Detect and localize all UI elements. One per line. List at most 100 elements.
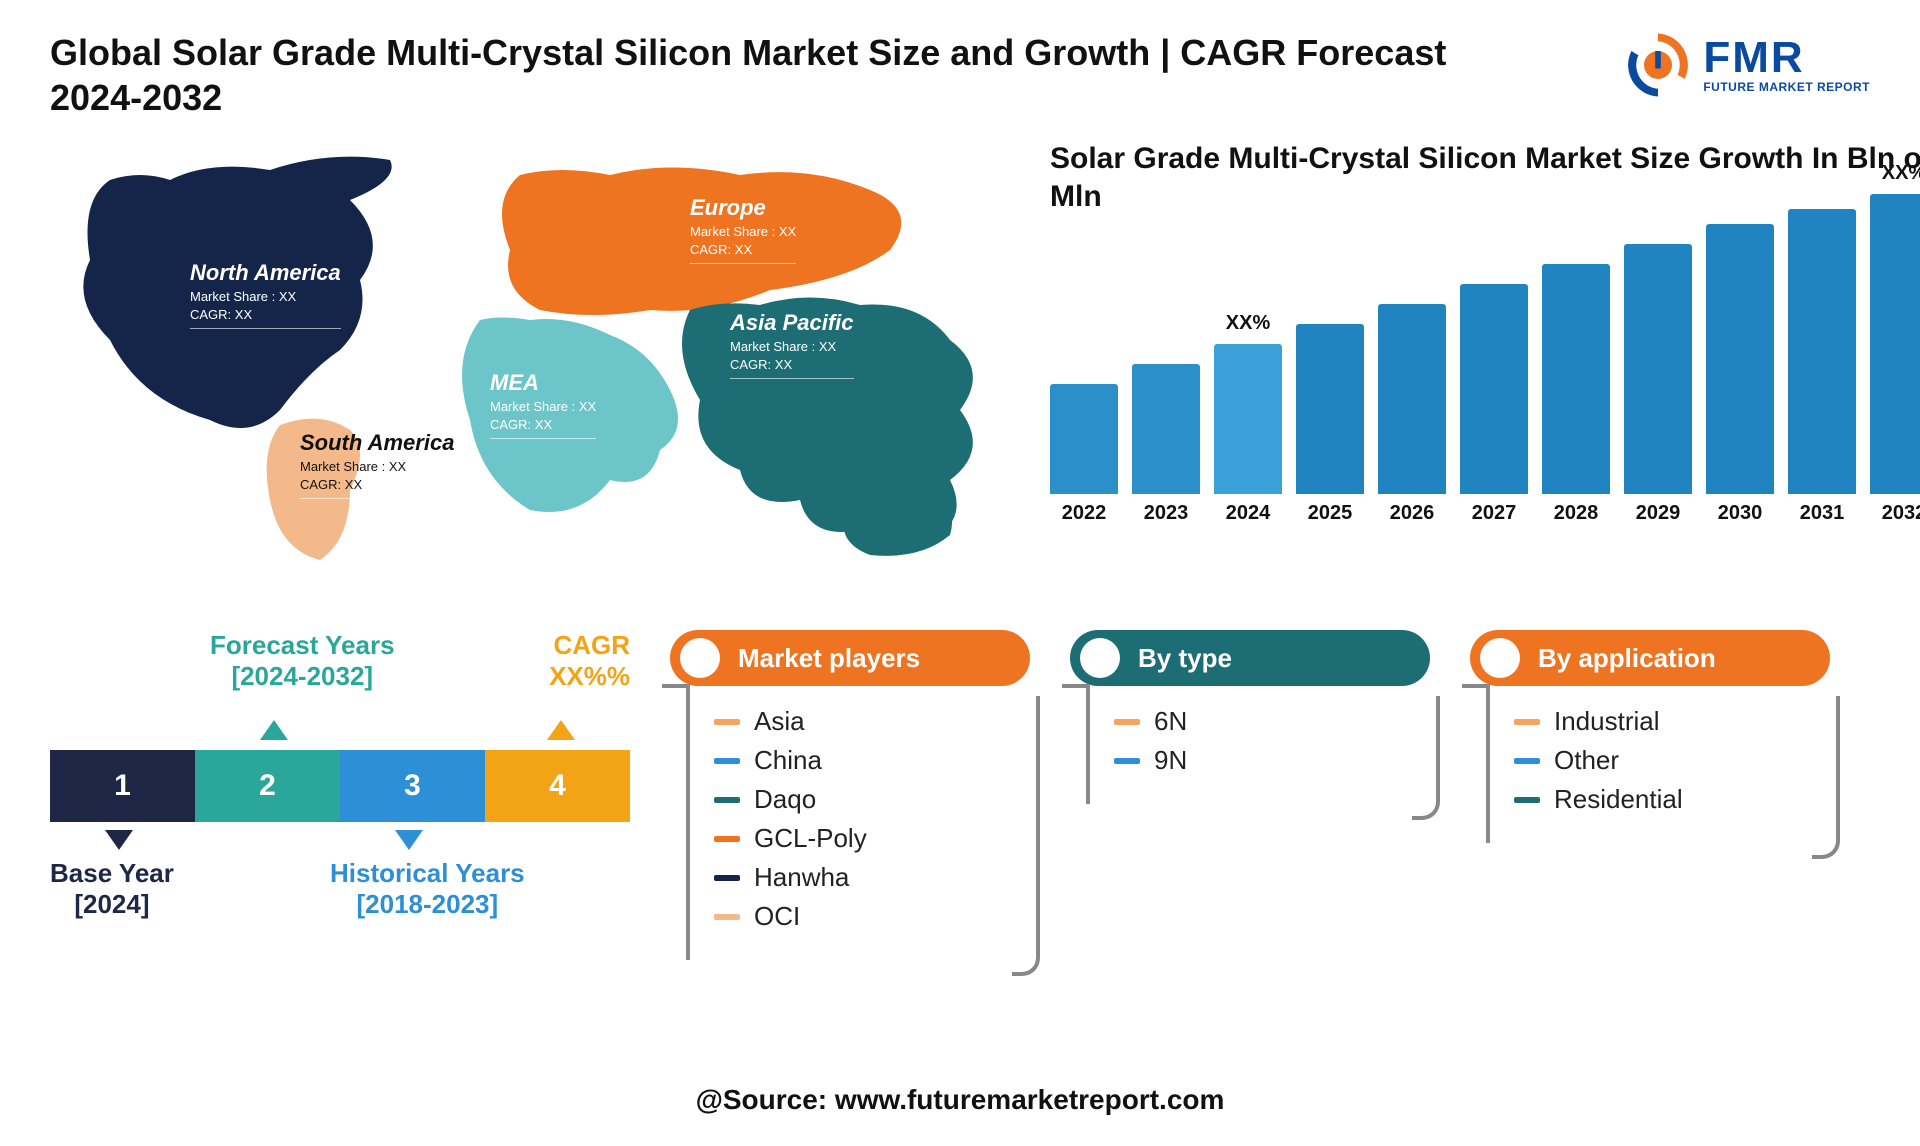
bracket-right-icon <box>1812 696 1840 859</box>
market-players-block: Market players Asia China Daqo GCL-Poly Hanw… <box>670 630 1030 970</box>
swatch-icon <box>1514 719 1540 725</box>
growth-bar-chart: Solar Grade Multi-Crystal Silicon Market… <box>1050 140 1920 570</box>
swatch-icon <box>1514 758 1540 764</box>
bar-year-label: 2031 <box>1800 502 1845 525</box>
type-label: By type <box>1138 643 1232 674</box>
bar-2022: 2022 <box>1050 352 1118 525</box>
arrow-down-icon <box>395 830 423 850</box>
swatch-icon <box>1514 797 1540 803</box>
bar-2030: 2030 <box>1706 192 1774 525</box>
swatch-icon <box>714 875 740 881</box>
bar-2026: 2026 <box>1378 272 1446 525</box>
bar-2024: XX%2024 <box>1214 312 1282 525</box>
bar-rect <box>1624 244 1692 494</box>
bracket-left-icon <box>1086 688 1090 804</box>
tl-base-sub: [2024] <box>74 889 149 919</box>
by-application-block: By application Industrial Other Residentia… <box>1470 630 1830 853</box>
bracket-right-icon <box>1412 696 1440 820</box>
list-item: Daqo <box>714 784 1030 815</box>
bar-rect <box>1542 264 1610 494</box>
source-footer: @Source: www.futuremarketreport.com <box>0 1084 1920 1116</box>
arrow-up-icon <box>547 720 575 740</box>
region-eu-title: Europe <box>690 195 796 221</box>
timeline-segment-2: 2 <box>195 750 340 822</box>
swatch-icon <box>714 797 740 803</box>
swatch-icon <box>714 719 740 725</box>
arrow-up-icon <box>260 720 288 740</box>
list-item-label: Asia <box>754 706 805 737</box>
bar-rect <box>1706 224 1774 494</box>
region-sa-share: Market Share : XX <box>300 458 454 476</box>
players-label: Market players <box>738 643 920 674</box>
region-ap-share: Market Share : XX <box>730 338 854 356</box>
region-na-cagr: CAGR: XX <box>190 306 341 324</box>
list-item: 6N <box>1114 706 1430 737</box>
bar-year-label: 2026 <box>1390 502 1435 525</box>
tl-forecast-text: Forecast Years <box>210 630 395 660</box>
list-item-label: 6N <box>1154 706 1187 737</box>
list-item-label: Industrial <box>1554 706 1660 737</box>
list-item-label: OCI <box>754 901 800 932</box>
swatch-icon <box>714 836 740 842</box>
bar-year-label: 2022 <box>1062 502 1107 525</box>
region-ap-cagr: CAGR: XX <box>730 356 854 374</box>
list-item-label: 9N <box>1154 745 1187 776</box>
list-item-label: Residential <box>1554 784 1683 815</box>
list-item: GCL-Poly <box>714 823 1030 854</box>
region-eu-cagr: CAGR: XX <box>690 241 796 259</box>
bar-rect <box>1050 384 1118 494</box>
region-sa-cagr: CAGR: XX <box>300 476 454 494</box>
page-title: Global Solar Grade Multi-Crystal Silicon… <box>50 30 1450 120</box>
bar-year-label: 2027 <box>1472 502 1517 525</box>
timeline-segment-1: 1 <box>50 750 195 822</box>
region-mea-cagr: CAGR: XX <box>490 416 596 434</box>
swatch-icon <box>1114 719 1140 725</box>
world-map: North America Market Share : XX CAGR: XX… <box>50 140 1010 570</box>
list-item-label: China <box>754 745 822 776</box>
list-item-label: GCL-Poly <box>754 823 867 854</box>
tl-hist-sub: [2018-2023] <box>357 889 499 919</box>
bar-rect <box>1214 344 1282 494</box>
tl-forecast-sub: [2024-2032] <box>231 661 373 691</box>
bar-2027: 2027 <box>1460 252 1528 525</box>
list-item: 9N <box>1114 745 1430 776</box>
bar-year-label: 2030 <box>1718 502 1763 525</box>
bar-year-label: 2025 <box>1308 502 1353 525</box>
bar-rect <box>1460 284 1528 494</box>
bar-2031: 2031 <box>1788 177 1856 525</box>
region-mea-title: MEA <box>490 370 596 396</box>
bar-rect <box>1378 304 1446 494</box>
list-item-label: Other <box>1554 745 1619 776</box>
region-na-title: North America <box>190 260 341 286</box>
bar-year-label: 2032 <box>1882 502 1920 525</box>
list-item: OCI <box>714 901 1030 932</box>
list-item: China <box>714 745 1030 776</box>
swatch-icon <box>714 758 740 764</box>
bar-annotation: XX% <box>1882 162 1920 188</box>
bar-rect <box>1870 194 1920 494</box>
bar-2029: 2029 <box>1624 212 1692 525</box>
list-item: Industrial <box>1514 706 1830 737</box>
region-mea-share: Market Share : XX <box>490 398 596 416</box>
logo-text-main: FMR <box>1703 36 1870 80</box>
bar-2023: 2023 <box>1132 332 1200 525</box>
application-label: By application <box>1538 643 1716 674</box>
by-type-block: By type 6N 9N <box>1070 630 1430 814</box>
region-na-share: Market Share : XX <box>190 288 341 306</box>
bar-rect <box>1788 209 1856 494</box>
bar-2025: 2025 <box>1296 292 1364 525</box>
swatch-icon <box>714 914 740 920</box>
bar-year-label: 2029 <box>1636 502 1681 525</box>
region-ap-title: Asia Pacific <box>730 310 854 336</box>
bracket-left-icon <box>686 688 690 960</box>
arrow-down-icon <box>105 830 133 850</box>
fmr-logo: FMR FUTURE MARKET REPORT <box>1623 30 1870 100</box>
list-item: Residential <box>1514 784 1830 815</box>
fmr-logo-icon <box>1623 30 1693 100</box>
tl-cagr-sub: XX%% <box>549 661 630 691</box>
timeline-segment-4: 4 <box>485 750 630 822</box>
list-item-label: Hanwha <box>754 862 849 893</box>
bullet-icon <box>1480 638 1520 678</box>
tl-hist-text: Historical Years <box>330 858 525 888</box>
swatch-icon <box>1114 758 1140 764</box>
